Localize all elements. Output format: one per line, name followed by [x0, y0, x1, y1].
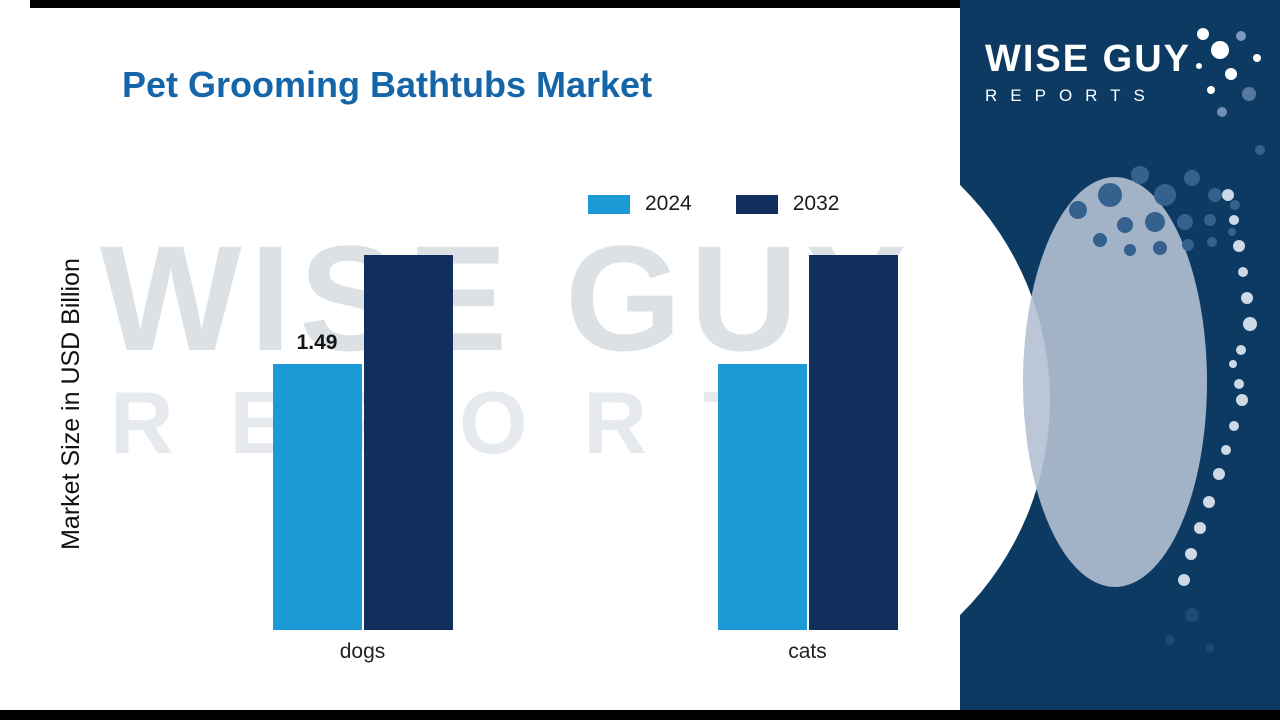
legend-item-2024: 2024 — [588, 192, 692, 216]
brand-logo-sub: REPORTS — [985, 86, 1158, 105]
dot-cluster-head — [1069, 145, 1265, 256]
bar-group-dogs: 1.49 dogs — [272, 221, 453, 663]
watermark-wiseguy: WISE GUY — [100, 214, 915, 382]
bar-column-2032-cats — [808, 221, 898, 630]
dot-cluster-bottom — [1165, 608, 1214, 652]
legend-label-2032: 2032 — [792, 192, 840, 215]
bar-2024-dogs — [272, 364, 362, 630]
bar-value-label: 1.49 — [296, 331, 338, 354]
brand-logo-name: WISE GUY — [985, 38, 1192, 80]
dot-cluster-logo — [1196, 28, 1261, 117]
category-label-cats: cats — [788, 640, 827, 663]
face-silhouette — [1023, 177, 1207, 587]
chart-legend: 2024 2032 — [588, 192, 839, 216]
brand-panel-graphic — [960, 0, 1280, 720]
bar-2032-cats — [808, 255, 898, 630]
y-axis-label: Market Size in USD Billion — [57, 258, 85, 550]
bar-column-2024-dogs: 1.49 — [272, 330, 362, 630]
category-label-dogs: dogs — [339, 640, 386, 663]
legend-swatch-2024 — [588, 194, 630, 214]
dot-profile-line — [1178, 189, 1257, 586]
bottom-divider-bar — [0, 710, 1280, 720]
plot-area: 1.49 dogs cats — [140, 202, 1030, 663]
bar-2032-dogs — [363, 255, 453, 630]
legend-swatch-2032 — [735, 194, 778, 214]
bar-column-2024-cats — [717, 330, 807, 630]
top-divider-bar — [30, 0, 960, 8]
bar-column-2032-dogs — [363, 221, 453, 630]
legend-label-2024: 2024 — [645, 192, 692, 215]
bar-2024-cats — [717, 364, 807, 630]
brand-logo: WISE GUY REPORTS — [985, 38, 1191, 106]
bar-group-cats: cats — [717, 221, 898, 663]
page-title: Pet Grooming Bathtubs Market — [122, 64, 653, 106]
legend-item-2032: 2032 — [735, 192, 840, 216]
